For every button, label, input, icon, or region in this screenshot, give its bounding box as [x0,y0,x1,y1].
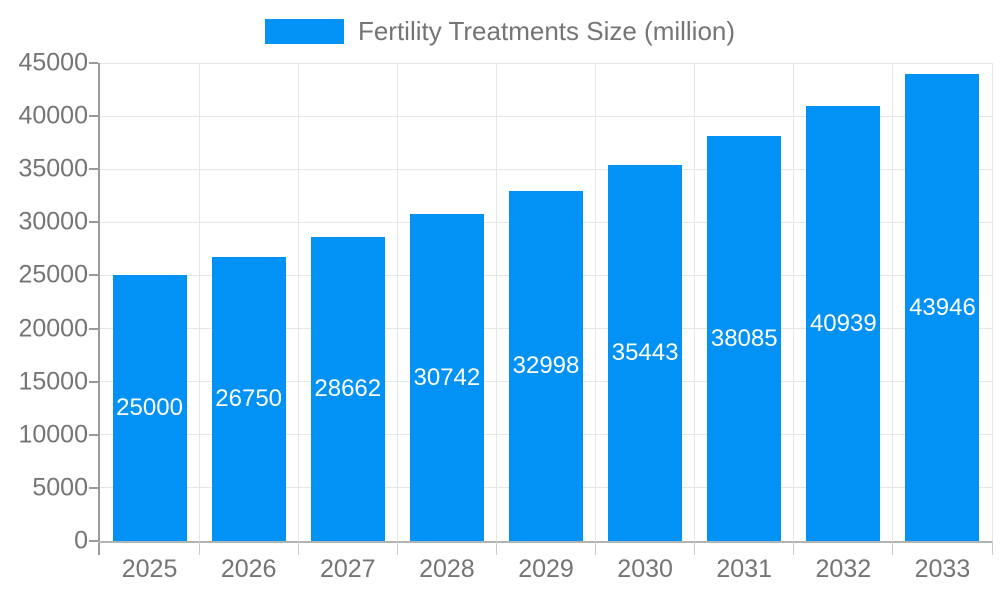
x-axis-tick-label: 2027 [319,555,376,583]
y-axis-line [98,63,100,555]
x-axis-tick [892,541,894,555]
y-axis-labels: 0 5000 10000 15000 20000 25000 30000 35000 40000… [0,49,88,555]
y-axis-tick-label: 15000 [18,367,88,396]
y-axis-tick [89,380,98,383]
v-gridline [495,63,497,541]
bar-value-label: 40939 [809,309,877,337]
y-axis-tick-label: 35000 [18,154,88,183]
bar-2026[interactable]: 26750 [211,256,286,541]
x-axis-tick-label: 2025 [121,555,178,583]
bar-2029[interactable]: 32998 [509,190,583,541]
bar-2031[interactable]: 38085 [707,136,782,541]
x-axis-tick-label: 2031 [716,555,773,583]
x-axis-tick [495,541,497,555]
x-axis-tick [991,541,993,555]
y-axis-tick-label: 40000 [18,101,88,130]
legend-label[interactable]: Fertility Treatments Size (million) [357,16,736,46]
y-axis-tick [89,62,98,64]
h-gridline [100,115,992,117]
bar-2030[interactable]: 35443 [608,164,683,541]
y-axis-tick-label: 10000 [18,420,88,449]
y-axis-tick [89,540,98,542]
y-axis-tick-label: 45000 [18,48,88,77]
x-axis-line [98,541,992,543]
y-axis-tick [89,433,98,436]
bar-value-label: 26750 [215,384,283,412]
legend-swatch[interactable] [264,19,344,44]
legend-item[interactable]: Fertility Treatments Size (million) [0,16,1000,47]
v-gridline [793,63,795,541]
x-axis-tick [793,541,795,555]
h-gridline [100,168,992,170]
plot-area: 25000 26750 28662 30742 32998 35443 38085 40939… [89,62,993,555]
v-gridline [198,63,200,541]
x-axis-labels: 2025 2026 2027 2028 2029 2030 2031 2032 2033 [100,555,992,587]
bar-value-label: 25000 [116,394,183,422]
bar-2032[interactable]: 40939 [806,106,881,541]
v-gridline [595,63,597,541]
x-axis-tick-label: 2026 [220,555,277,583]
x-axis-tick-label: 2032 [815,555,872,583]
x-axis-tick [595,541,597,555]
v-gridline [892,63,894,541]
h-gridline [100,62,992,64]
bar-value-label: 38085 [710,324,778,352]
v-gridline [396,63,398,541]
x-axis-tick [198,541,200,555]
y-axis-tick-label: 5000 [32,473,88,502]
x-axis-tick-label: 2029 [518,555,574,583]
bar-value-label: 43946 [909,293,976,321]
x-axis-tick [297,541,299,555]
y-axis-tick [89,327,98,330]
bar-2027[interactable]: 28662 [310,236,385,541]
y-axis-tick [89,274,98,277]
y-axis-tick [89,486,98,489]
bar-2025[interactable]: 25000 [112,275,187,541]
y-axis-tick [89,168,98,171]
x-axis-tick-label: 2033 [914,555,971,583]
bar-value-label: 30742 [413,363,481,391]
y-axis-tick [89,221,98,224]
y-axis-tick [89,115,98,118]
y-axis-tick-label: 25000 [18,260,88,289]
x-axis-tick [694,541,696,555]
v-gridline [297,63,299,541]
bar-value-label: 32998 [512,351,580,379]
bar-value-label: 28662 [314,374,382,402]
v-gridline [991,63,993,541]
v-gridline [694,63,696,541]
bar-2033[interactable]: 43946 [905,74,980,541]
x-axis-tick-label: 2030 [617,555,673,583]
x-axis-tick-label: 2028 [419,555,475,583]
y-axis-tick-label: 30000 [18,207,88,236]
x-axis-tick [396,541,398,555]
y-axis-tick-label: 20000 [18,314,88,343]
bar-2028[interactable]: 30742 [409,214,484,541]
bar-value-label: 35443 [611,338,679,366]
y-axis-tick-label: 0 [74,526,88,555]
